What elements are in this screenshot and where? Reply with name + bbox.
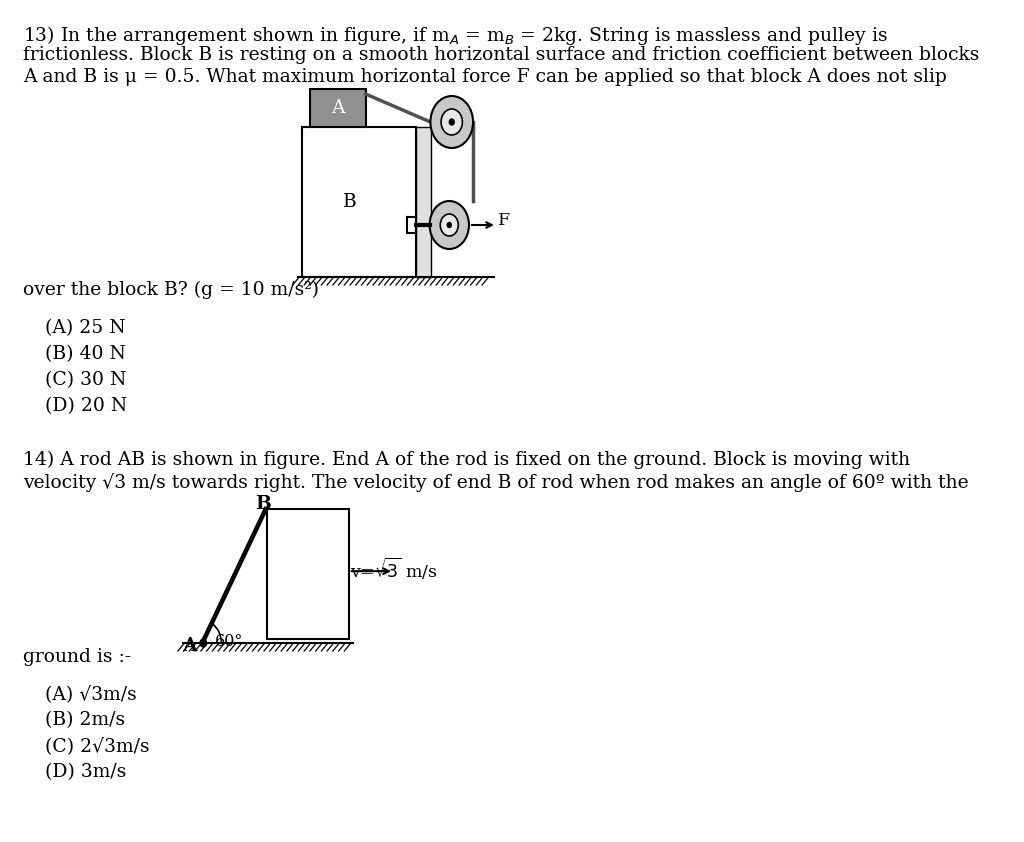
Bar	[310, 89, 366, 127]
Text: (C) 2√3m/s: (C) 2√3m/s	[45, 737, 150, 755]
Text: (A) √3m/s: (A) √3m/s	[45, 685, 137, 703]
Text: F: F	[499, 211, 511, 228]
Text: A and B is μ = 0.5. What maximum horizontal force F can be applied so that block: A and B is μ = 0.5. What maximum horizon…	[23, 68, 947, 86]
Text: (B) 40 N: (B) 40 N	[45, 345, 126, 363]
Text: (D) 20 N: (D) 20 N	[45, 397, 127, 415]
Text: 60°: 60°	[215, 633, 243, 650]
Text: over the block B? (g = 10 m/s²): over the block B? (g = 10 m/s²)	[23, 281, 318, 299]
Text: (A) 25 N: (A) 25 N	[45, 319, 126, 337]
Bar	[267, 509, 349, 639]
Text: (D) 3m/s: (D) 3m/s	[45, 763, 127, 781]
Circle shape	[440, 214, 459, 236]
Text: velocity √3 m/s towards right. The velocity of end B of rod when rod makes an an: velocity √3 m/s towards right. The veloc…	[23, 473, 969, 492]
Text: v=$\sqrt{3}$ m/s: v=$\sqrt{3}$ m/s	[350, 557, 438, 582]
Text: ground is :-: ground is :-	[23, 648, 131, 666]
Text: (B) 2m/s: (B) 2m/s	[45, 711, 125, 729]
Text: 14) A rod AB is shown in figure. End A of the rod is fixed on the ground. Block : 14) A rod AB is shown in figure. End A o…	[23, 451, 910, 469]
Circle shape	[441, 109, 463, 135]
Circle shape	[447, 222, 452, 227]
Bar	[417, 127, 431, 277]
Circle shape	[430, 201, 469, 249]
Text: B: B	[255, 495, 271, 513]
Text: 13) In the arrangement shown in figure, if m$_A$ = m$_B$ = 2kg. String is massle: 13) In the arrangement shown in figure, …	[23, 24, 888, 47]
Bar	[302, 127, 417, 277]
Text: B: B	[343, 193, 356, 211]
Text: frictionless. Block B is resting on a smooth horizontal surface and friction coe: frictionless. Block B is resting on a sm…	[23, 46, 979, 64]
Circle shape	[450, 119, 455, 125]
Text: (C) 30 N: (C) 30 N	[45, 371, 127, 389]
Circle shape	[200, 639, 207, 647]
Circle shape	[430, 96, 473, 148]
Text: A: A	[331, 99, 344, 117]
Text: A: A	[182, 637, 197, 655]
